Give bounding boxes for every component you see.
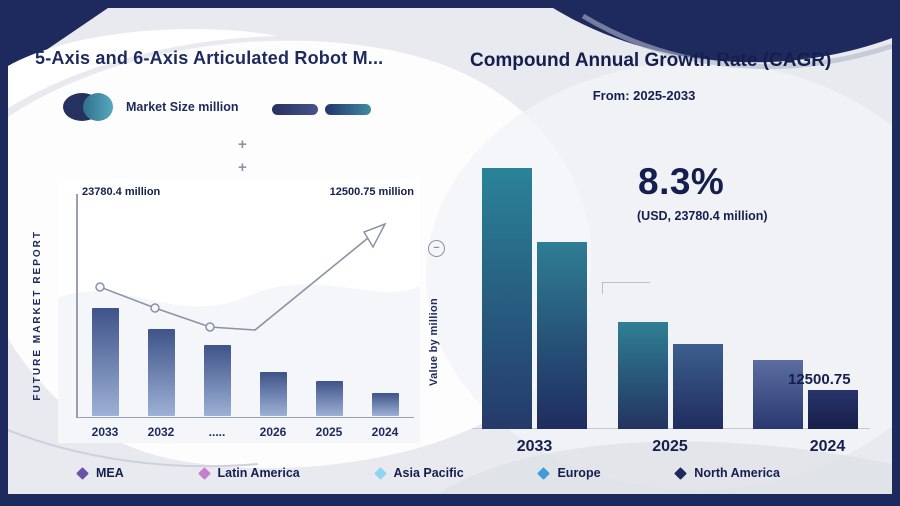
legend-diamond-icon xyxy=(373,466,387,480)
left-bar-column xyxy=(301,244,357,416)
legend-label: Asia Pacific xyxy=(393,466,464,480)
left-chart-bar xyxy=(315,381,343,416)
pill-teal xyxy=(325,104,371,115)
cagr-x-axis-label: 2025 xyxy=(652,438,688,455)
left-bar-column xyxy=(189,244,245,416)
left-chart-bar xyxy=(147,329,175,416)
left-bar-column xyxy=(357,244,413,416)
left-x-axis-label: 2026 xyxy=(259,425,287,439)
legend-item: Europe xyxy=(537,466,601,480)
market-size-legend-label: Market Size million xyxy=(126,100,239,114)
cagr-x-axis-label: 2024 xyxy=(809,438,846,455)
cagr-groups-container: 2033 2025 2024 xyxy=(472,158,870,458)
decorative-bracket-line xyxy=(602,282,650,294)
legend-item: Asia Pacific xyxy=(373,466,464,480)
cagr-baseline xyxy=(472,428,870,429)
legend-item: Latin America xyxy=(197,466,300,480)
left-chart-bar xyxy=(203,345,231,416)
legend-item: MEA xyxy=(76,466,124,480)
left-bar-column xyxy=(245,244,301,416)
cagr-detail: (USD, 23780.4 million) xyxy=(637,209,768,223)
cagr-x-axis-label: 2033 xyxy=(516,438,553,455)
cagr-bar xyxy=(537,242,587,429)
cagr-subtitle: From: 2025-2033 xyxy=(592,88,696,103)
left-chart-bar xyxy=(259,372,287,416)
cagr-bar-group: 2025 xyxy=(617,322,723,458)
legend-diamond-icon xyxy=(76,466,89,480)
watermark-vertical-text: FUTURE MARKET REPORT xyxy=(32,230,43,401)
left-bar-column xyxy=(77,244,133,416)
cagr-bar xyxy=(617,322,668,429)
left-axis-labels: 2033 2032..... 2026 2025 2024 xyxy=(77,425,413,439)
legend-label: Latin America xyxy=(217,466,300,480)
decorative-pills xyxy=(272,104,371,115)
cagr-title: Compound Annual Growth Rate (CAGR) xyxy=(470,50,832,71)
left-x-axis-label: 2033 xyxy=(91,425,119,439)
region-legend: MEA Latin America Asia Pacific Europe North … xyxy=(76,466,780,480)
cagr-bars xyxy=(482,168,587,429)
market-size-chart: 23780.4 million 12500.75 million 2033 203… xyxy=(58,178,420,443)
left-chart-title: 5-Axis and 6-Axis Articulated Robot M... xyxy=(35,48,384,68)
legend-item: North America xyxy=(674,466,780,480)
cagr-bar xyxy=(672,344,723,429)
value-callout: 12500.75 xyxy=(788,371,851,388)
cagr-bar-group: 2024 xyxy=(753,360,858,458)
cagr-bar xyxy=(808,390,858,429)
plus-mark-icon: + xyxy=(238,159,247,176)
cagr-bar-group: 2033 xyxy=(482,168,587,458)
left-chart-bar xyxy=(371,393,399,416)
legend-diamond-icon xyxy=(537,466,551,480)
legend-label: Europe xyxy=(557,466,601,480)
cagr-bar xyxy=(482,168,532,429)
left-chart-bar xyxy=(91,308,119,416)
chart-value-right: 12500.75 million xyxy=(329,186,414,198)
left-x-axis-label: 2032 xyxy=(147,425,175,439)
minus-circle-icon: − xyxy=(428,240,445,257)
chart-value-left: 23780.4 million xyxy=(82,186,161,198)
left-x-axis-label: 2025 xyxy=(315,425,343,439)
cagr-bars xyxy=(617,322,723,429)
left-x-axis-label: ..... xyxy=(208,425,226,439)
cagr-percentage: 8.3% xyxy=(638,161,725,202)
left-bar-column xyxy=(133,244,189,416)
market-size-cylinder-icon xyxy=(63,93,113,121)
plus-mark-icon: + xyxy=(238,136,247,153)
y-axis-line xyxy=(76,194,78,418)
legend-diamond-icon xyxy=(674,466,688,480)
cagr-bar xyxy=(753,360,803,429)
market-size-legend: Market Size million xyxy=(62,92,239,122)
value-axis-label: Value by million xyxy=(428,298,440,386)
legend-diamond-icon xyxy=(197,466,211,480)
legend-label: North America xyxy=(694,466,780,480)
x-axis-line xyxy=(76,416,414,418)
left-bars-container xyxy=(77,244,413,416)
pill-navy xyxy=(272,104,318,115)
cagr-chart: 2033 2025 2024 xyxy=(472,158,870,458)
legend-label: MEA xyxy=(96,466,124,480)
cagr-bars xyxy=(753,360,858,429)
left-x-axis-label: 2024 xyxy=(371,425,399,439)
